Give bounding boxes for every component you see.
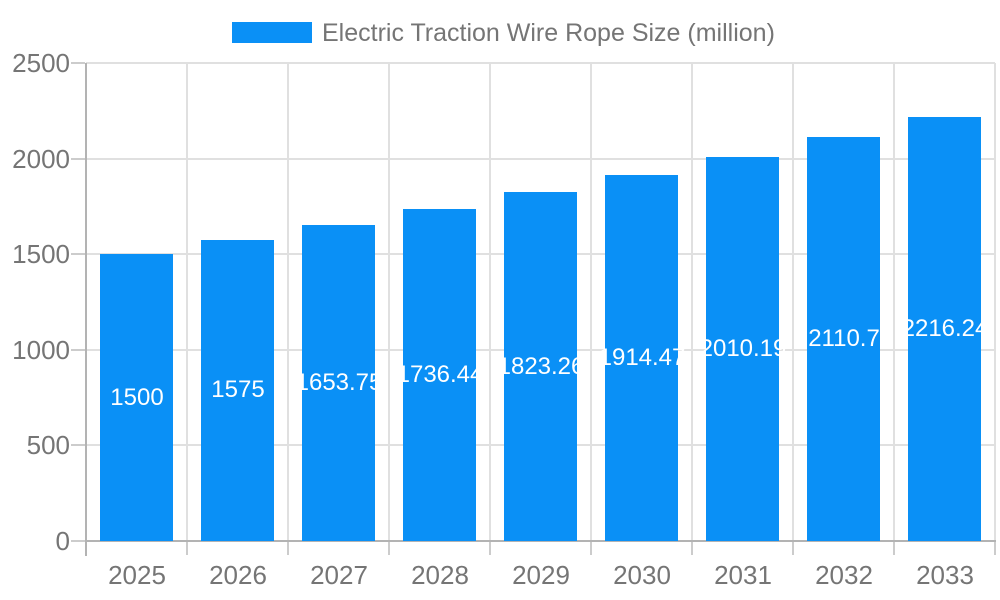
y-axis-tick <box>71 62 85 64</box>
bar-value-label: 1823.26 <box>497 353 585 380</box>
y-axis-label: 1500 <box>12 239 70 269</box>
bar[interactable] <box>100 254 173 541</box>
bar-value-label: 1914.47 <box>598 344 686 371</box>
y-axis-label: 0 <box>55 526 70 556</box>
h-gridline <box>86 62 995 64</box>
legend-label: Electric Traction Wire Rope Size (millio… <box>322 19 775 47</box>
x-axis-label: 2028 <box>411 560 469 590</box>
bar-value-label: 1575 <box>211 376 265 403</box>
y-axis-label: 2500 <box>12 48 70 78</box>
v-gridline <box>186 63 188 541</box>
x-axis-tick <box>186 542 188 555</box>
x-axis-label: 2026 <box>209 560 267 590</box>
bar[interactable] <box>605 175 678 541</box>
bar[interactable] <box>403 209 476 541</box>
bar-value-label: 1653.75 <box>295 369 383 396</box>
x-axis-tick <box>893 542 895 555</box>
legend-swatch <box>232 22 312 43</box>
v-gridline <box>994 63 996 541</box>
bar-value-label: 1500 <box>110 384 164 411</box>
bar[interactable] <box>302 225 375 541</box>
x-axis-label: 2031 <box>714 560 772 590</box>
x-axis-tick <box>388 542 390 555</box>
x-axis-label: 2027 <box>310 560 368 590</box>
y-axis-tick <box>71 349 85 351</box>
y-axis-label: 500 <box>26 430 70 460</box>
bar-value-label: 2110.7 <box>808 325 880 352</box>
x-axis-tick <box>792 542 794 555</box>
x-axis-tick <box>691 542 693 555</box>
x-axis-baseline <box>85 540 996 542</box>
x-axis-label: 2032 <box>815 560 873 590</box>
y-axis-tick <box>71 158 85 160</box>
v-gridline <box>489 63 491 541</box>
bar-value-label: 2216.24 <box>901 315 989 342</box>
y-axis-line <box>85 63 87 556</box>
v-gridline <box>792 63 794 541</box>
x-axis-label: 2025 <box>108 560 166 590</box>
bar-value-label: 1736.44 <box>396 361 484 388</box>
y-axis-label: 1000 <box>12 335 70 365</box>
bar-value-label: 2010.19 <box>699 335 787 362</box>
v-gridline <box>691 63 693 541</box>
y-axis-tick <box>71 253 85 255</box>
x-axis-tick <box>994 542 996 555</box>
x-axis-label: 2029 <box>512 560 570 590</box>
bar[interactable] <box>908 117 981 541</box>
x-axis-label: 2033 <box>916 560 974 590</box>
bar[interactable] <box>807 137 880 541</box>
v-gridline <box>590 63 592 541</box>
v-gridline <box>893 63 895 541</box>
bar[interactable] <box>201 240 274 541</box>
v-gridline <box>287 63 289 541</box>
bar[interactable] <box>504 192 577 541</box>
v-gridline <box>388 63 390 541</box>
y-axis-label: 2000 <box>12 144 70 174</box>
y-axis-tick <box>71 540 85 542</box>
bar[interactable] <box>706 157 779 541</box>
x-axis-tick <box>590 542 592 555</box>
x-axis-tick <box>489 542 491 555</box>
y-axis-tick <box>71 444 85 446</box>
x-axis-label: 2030 <box>613 560 671 590</box>
h-gridline <box>86 158 995 160</box>
x-axis-tick <box>287 542 289 555</box>
